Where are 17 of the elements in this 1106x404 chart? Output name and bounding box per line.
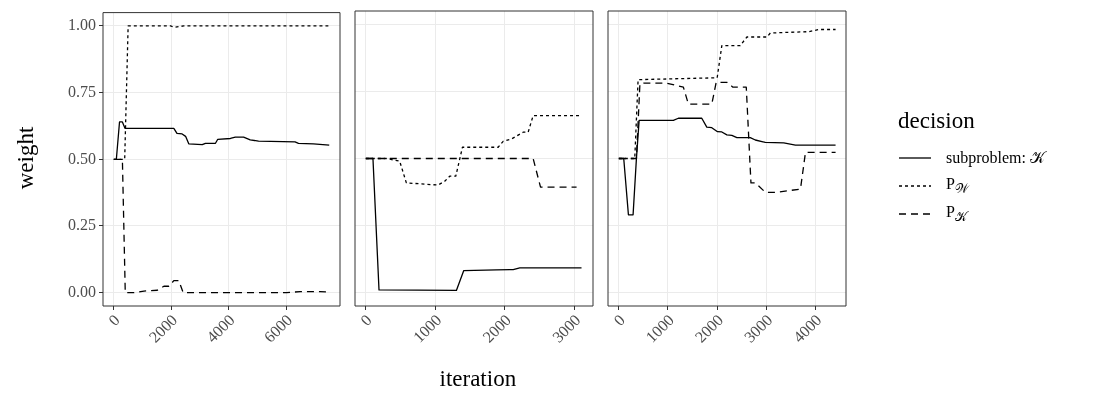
legend-label: P$_{𝒦}$ <box>946 202 967 226</box>
x-axis-title: iteration <box>439 366 517 392</box>
y-tick-label: 0.50 <box>68 149 96 167</box>
x-tick-label: 4000 <box>203 311 238 346</box>
x-tick-label: 0 <box>105 311 123 329</box>
legend-label: subproblem: 𝒦 <box>946 149 1045 167</box>
y-tick-label: 0.00 <box>68 282 96 300</box>
y-axis-title: weight <box>12 126 39 190</box>
x-tick-label: 4000 <box>789 311 825 346</box>
y-tick-label: 0.75 <box>68 82 96 100</box>
x-tick-label: 0 <box>357 311 375 329</box>
y-tick-label: 0.25 <box>68 216 96 234</box>
y-tick-label: 1.00 <box>68 16 96 34</box>
legend-label: P$_{𝒲}$ <box>946 174 969 198</box>
x-tick-label: 0 <box>610 311 628 329</box>
legend-title: decision <box>898 108 976 134</box>
x-tick-label: 6000 <box>260 311 296 346</box>
